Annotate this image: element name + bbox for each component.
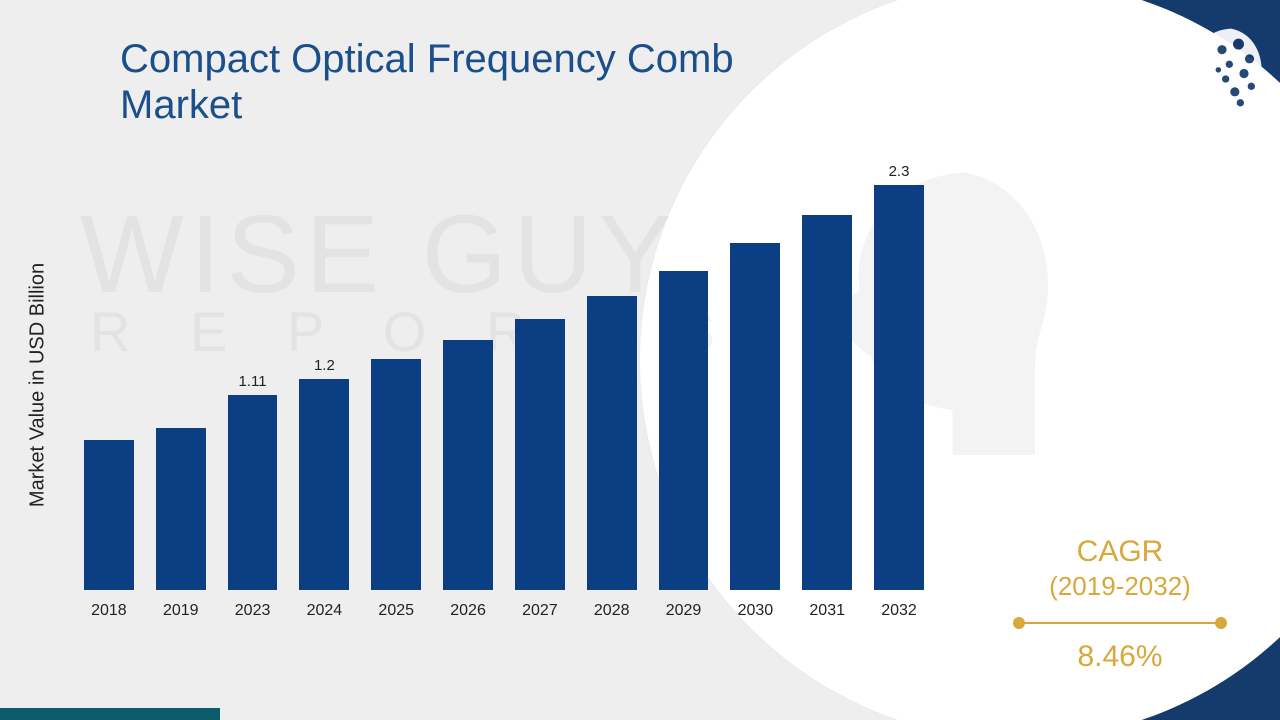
bar bbox=[515, 319, 565, 590]
bar bbox=[587, 296, 637, 590]
infographic-stage: WISE GUY R E P O R T S Compact Optical F… bbox=[0, 0, 1280, 720]
bar bbox=[802, 215, 852, 590]
bar bbox=[371, 359, 421, 590]
x-axis-tick-label: 2018 bbox=[84, 594, 134, 620]
bar bbox=[443, 340, 493, 590]
bar bbox=[299, 379, 349, 590]
x-axis-tick-label: 2025 bbox=[371, 594, 421, 620]
logo-line1: WISE GUY bbox=[910, 28, 1160, 70]
plot-area: 1.11 1.2 2.3 bbox=[80, 150, 928, 590]
bar bbox=[228, 395, 278, 590]
brand-logo: WISE GUY R E P O R T S bbox=[910, 28, 1160, 87]
bar bbox=[659, 271, 709, 590]
bar-chart: Market Value in USD Billion 1.111.22.3 2… bbox=[48, 150, 928, 620]
x-axis-tick-label: 2029 bbox=[659, 594, 709, 620]
bar-column bbox=[515, 150, 565, 590]
cagr-block: CAGR (2019-2032) 8.46% bbox=[1000, 535, 1240, 674]
bar-column bbox=[730, 150, 780, 590]
x-axis-tick-label: 2032 bbox=[874, 594, 924, 620]
bar-column bbox=[84, 150, 134, 590]
accent-bottom-bar bbox=[0, 708, 220, 720]
bar bbox=[156, 428, 206, 590]
bar bbox=[84, 440, 134, 590]
x-axis-tick-label: 2023 bbox=[228, 594, 278, 620]
logo-head-icon bbox=[1176, 24, 1268, 134]
chart-title: Compact Optical Frequency Comb Market bbox=[120, 36, 820, 128]
cagr-divider-line bbox=[1015, 622, 1225, 624]
x-axis-tick-label: 2030 bbox=[730, 594, 780, 620]
bar-value-label: 2.3 bbox=[889, 163, 910, 181]
bar-column: 1.11 bbox=[228, 150, 278, 590]
cagr-label: CAGR bbox=[1000, 535, 1240, 569]
bar-column bbox=[587, 150, 637, 590]
bar-column bbox=[802, 150, 852, 590]
x-axis-tick-label: 2026 bbox=[443, 594, 493, 620]
cagr-range: (2019-2032) bbox=[1000, 571, 1240, 602]
bar-column: 2.3 bbox=[874, 150, 924, 590]
bar bbox=[730, 243, 780, 590]
bar-value-label: 1.11 bbox=[239, 373, 267, 391]
bar-value-label: 1.2 bbox=[314, 357, 335, 375]
x-axis-tick-label: 2031 bbox=[802, 594, 852, 620]
x-axis-tick-label: 2024 bbox=[299, 594, 349, 620]
x-axis-tick-label: 2028 bbox=[587, 594, 637, 620]
logo-line2: R E P O R T S bbox=[910, 66, 1160, 87]
bar-column bbox=[659, 150, 709, 590]
bar bbox=[874, 185, 924, 590]
x-axis-tick-label: 2027 bbox=[515, 594, 565, 620]
x-axis-labels: 2018 2019 2023 2024 2025 2026 2027 2028 2029 2030… bbox=[80, 594, 928, 620]
x-axis-tick-label: 2019 bbox=[156, 594, 206, 620]
bar-column bbox=[156, 150, 206, 590]
cagr-value: 8.46% bbox=[1000, 640, 1240, 674]
bar-column bbox=[371, 150, 421, 590]
bar-column bbox=[443, 150, 493, 590]
y-axis-label: Market Value in USD Billion bbox=[27, 263, 50, 507]
bar-column: 1.2 bbox=[299, 150, 349, 590]
